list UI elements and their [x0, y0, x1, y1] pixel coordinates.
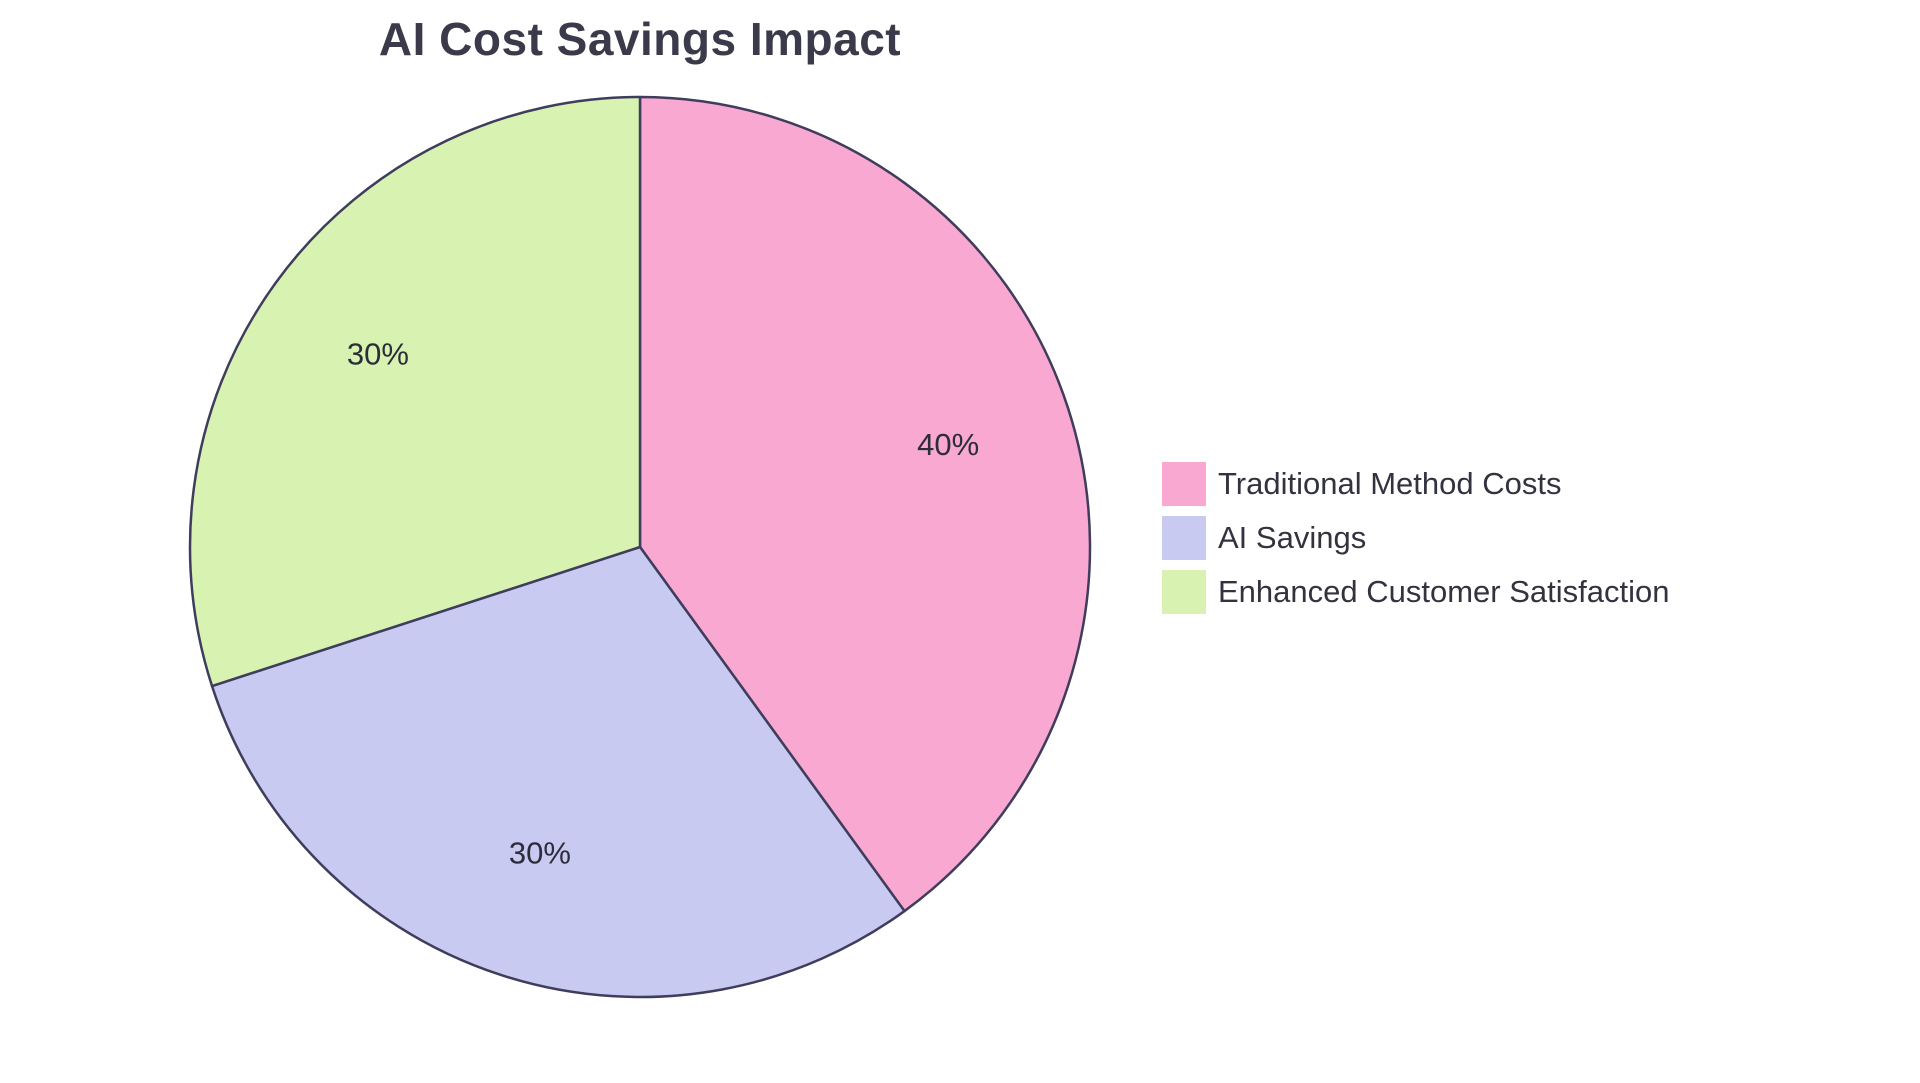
legend-item-0[interactable]: Traditional Method Costs	[1162, 462, 1669, 506]
slice-label-0: 40%	[917, 427, 979, 462]
legend: Traditional Method Costs AI Savings Enhanc…	[1162, 462, 1669, 614]
pie-chart: 40% 30% 30%	[188, 95, 1092, 999]
pie-slice-1[interactable]	[210, 545, 906, 999]
legend-swatch	[1162, 516, 1206, 560]
slice-label-2: 30%	[347, 337, 409, 372]
legend-label: Enhanced Customer Satisfaction	[1218, 574, 1670, 609]
legend-item-1[interactable]: AI Savings	[1162, 516, 1669, 560]
pie-slice-2[interactable]	[188, 95, 642, 688]
chart-title: AI Cost Savings Impact	[378, 13, 902, 65]
legend-swatch	[1162, 570, 1206, 614]
pie-slice-0[interactable]	[638, 95, 1092, 913]
slice-label-1: 30%	[509, 835, 571, 870]
legend-swatch	[1162, 462, 1206, 506]
legend-label: AI Savings	[1218, 520, 1367, 555]
legend-item-2[interactable]: Enhanced Customer Satisfaction	[1162, 570, 1669, 614]
legend-label: Traditional Method Costs	[1218, 466, 1562, 501]
